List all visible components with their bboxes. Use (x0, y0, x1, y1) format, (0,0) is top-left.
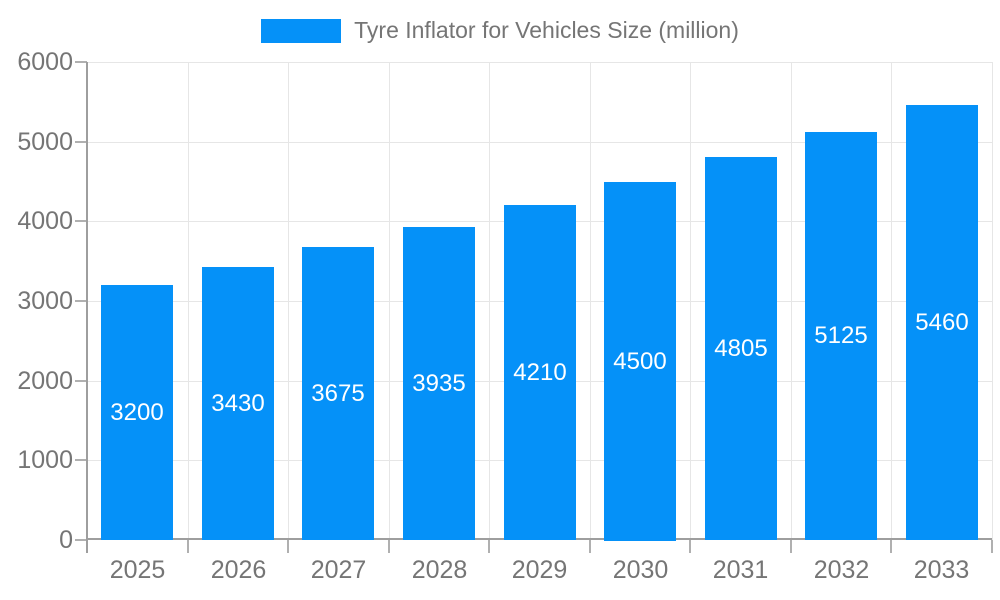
gridline-vertical (690, 62, 691, 540)
bar-value-label: 5125 (814, 322, 868, 349)
bar-value-label: 3200 (110, 398, 164, 426)
x-axis-tick (388, 540, 390, 553)
x-axis-tick-label: 2033 (913, 556, 970, 584)
gridline-vertical (288, 62, 289, 540)
y-axis-tick-label: 1000 (17, 446, 73, 474)
legend-swatch[interactable] (261, 18, 342, 43)
x-axis-tick-label: 2026 (210, 556, 267, 584)
x-axis-tick-label: 2030 (612, 556, 669, 584)
y-axis-tick (75, 220, 87, 222)
bar-2032[interactable]: 5125 (805, 132, 877, 540)
plot-right-border (992, 62, 993, 540)
bar-2025[interactable]: 3200 (101, 285, 173, 540)
gridline-vertical (489, 62, 490, 540)
x-axis-tick (287, 540, 289, 553)
x-axis-tick (890, 540, 892, 553)
gridline-vertical (891, 62, 892, 540)
x-axis-tick (991, 540, 993, 553)
gridline-horizontal (87, 62, 992, 63)
x-axis-tick (790, 540, 792, 553)
legend-label[interactable]: Tyre Inflator for Vehicles Size (million… (354, 17, 739, 43)
x-axis-tick-label: 2027 (310, 556, 367, 584)
bar-2028[interactable]: 3935 (403, 227, 475, 540)
y-axis-tick-label: 0 (59, 526, 73, 554)
gridline-vertical (791, 62, 792, 540)
y-axis-tick-label: 6000 (17, 48, 73, 76)
bar-value-label: 3935 (412, 369, 466, 397)
x-axis-tick-label: 2028 (411, 556, 468, 584)
x-axis-tick-label: 2029 (511, 556, 568, 584)
bar-value-label: 4805 (714, 334, 768, 362)
gridline-vertical (188, 62, 189, 540)
x-axis-tick-label: 2025 (109, 556, 166, 584)
gridline-horizontal (87, 142, 992, 143)
y-axis-line (86, 62, 88, 553)
bar-value-label: 4500 (613, 347, 667, 375)
y-axis-tick (75, 380, 87, 382)
y-axis-tick-label: 3000 (17, 287, 73, 315)
bar-value-label: 3675 (311, 379, 365, 407)
bar-2029[interactable]: 4210 (504, 205, 576, 540)
bar-2033[interactable]: 5460 (906, 105, 978, 540)
bar-2026[interactable]: 3430 (202, 267, 274, 540)
y-axis-tick (75, 141, 87, 143)
y-axis-tick-label: 5000 (17, 128, 73, 156)
chart-legend: Tyre Inflator for Vehicles Size (million… (0, 17, 1000, 44)
x-axis-tick (689, 540, 691, 553)
y-axis-tick-label: 4000 (17, 207, 73, 235)
y-axis-tick (75, 61, 87, 63)
bar-2027[interactable]: 3675 (302, 247, 374, 540)
x-axis-tick-label: 2032 (813, 556, 870, 584)
gridline-vertical (389, 62, 390, 540)
gridline-vertical (590, 62, 591, 540)
bar-value-label: 4210 (513, 358, 567, 386)
x-axis-tick (589, 540, 591, 553)
bar-value-label: 5460 (915, 308, 969, 336)
bar-value-label: 3430 (211, 389, 265, 417)
bar-2031[interactable]: 4805 (705, 157, 777, 540)
x-axis-tick (187, 540, 189, 553)
y-axis-tick (75, 539, 87, 541)
y-axis-tick (75, 459, 87, 461)
bar-2030[interactable]: 4500 (604, 182, 676, 541)
x-axis-tick (488, 540, 490, 553)
x-axis-tick-label: 2031 (712, 556, 769, 584)
y-axis-tick (75, 300, 87, 302)
y-axis-tick-label: 2000 (17, 367, 73, 395)
